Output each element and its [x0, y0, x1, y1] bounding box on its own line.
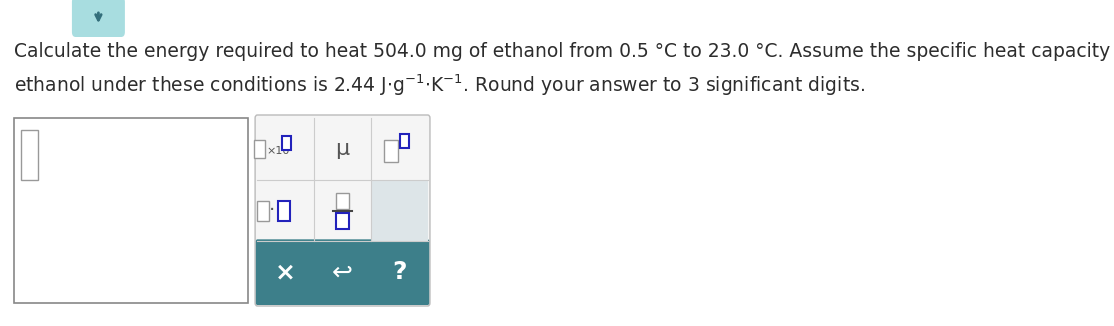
Text: Calculate the energy required to heat 504.0 mg of ethanol from 0.5 °C to 23.0 °C: Calculate the energy required to heat 50… [13, 42, 1114, 61]
Bar [278, 200, 291, 220]
Bar [21, 130, 38, 180]
Bar [282, 136, 291, 150]
Text: ↩: ↩ [332, 260, 353, 284]
Text: ×: × [275, 260, 296, 284]
Text: ethanol under these conditions is 2.44 J$\cdot$g$^{-1}$$\cdot$K$^{-1}$. Round yo: ethanol under these conditions is 2.44 J… [13, 72, 864, 97]
Text: ?: ? [392, 260, 407, 284]
Bar [384, 140, 398, 162]
Bar [335, 213, 350, 229]
Bar [400, 134, 409, 148]
Bar [335, 192, 350, 209]
Bar [254, 140, 264, 158]
FancyBboxPatch shape [72, 0, 125, 37]
Text: μ: μ [335, 139, 350, 159]
Bar [13, 118, 248, 303]
Text: ·: · [268, 201, 275, 220]
FancyBboxPatch shape [255, 115, 430, 306]
Text: ×10: ×10 [266, 146, 290, 156]
Bar [371, 180, 428, 241]
Bar [257, 200, 270, 220]
FancyBboxPatch shape [256, 239, 429, 305]
